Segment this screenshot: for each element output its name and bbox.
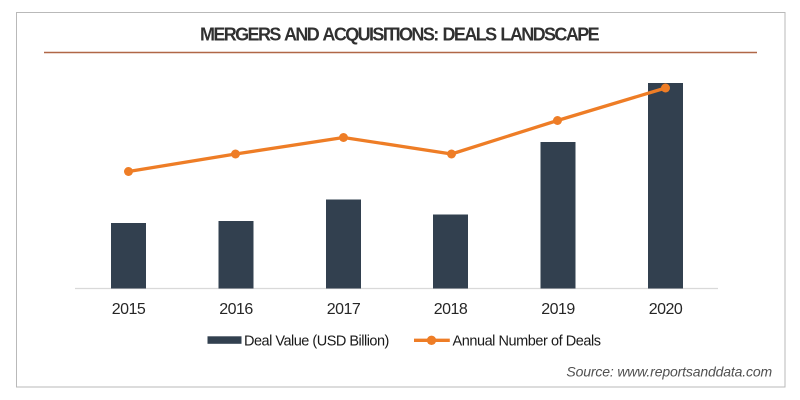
svg-text:2020: 2020 — [649, 301, 683, 318]
svg-text:2019: 2019 — [541, 301, 575, 318]
svg-text:2015: 2015 — [112, 301, 146, 318]
svg-text:Source: www.reportsanddata.com: Source: www.reportsanddata.com — [566, 364, 772, 380]
svg-text:2017: 2017 — [327, 301, 361, 318]
svg-text:MERGERS AND ACQUISITIONS: DEAL: MERGERS AND ACQUISITIONS: DEALS LANDSCAP… — [200, 25, 600, 45]
svg-text:Deal Value (USD Billion): Deal Value (USD Billion) — [244, 334, 389, 350]
svg-text:2016: 2016 — [219, 301, 253, 318]
svg-text:Annual Number of Deals: Annual Number of Deals — [453, 334, 601, 350]
svg-text:2018: 2018 — [434, 301, 468, 318]
